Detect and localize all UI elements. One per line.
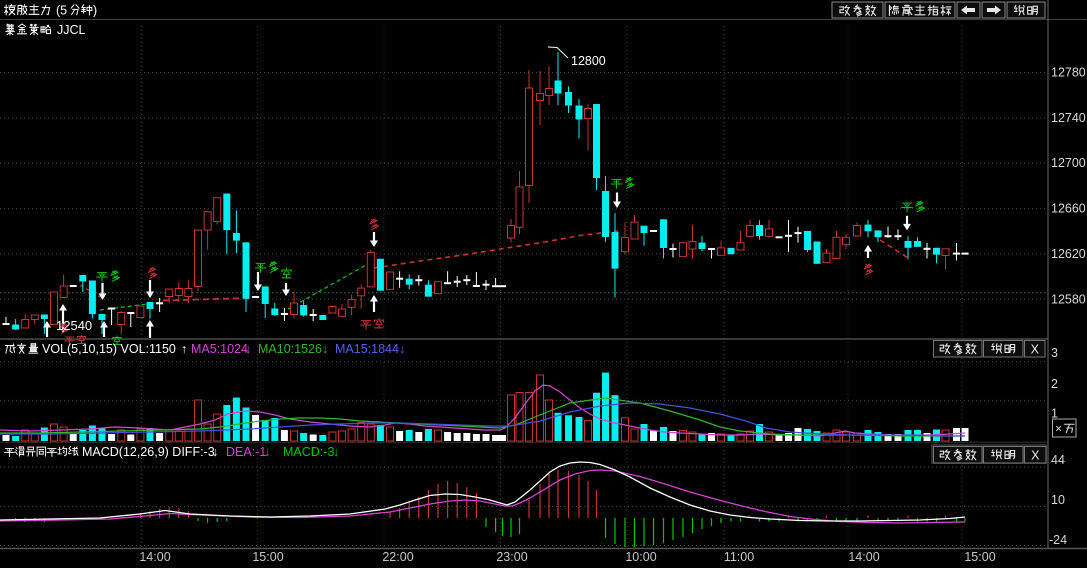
svg-text:X: X	[1031, 342, 1040, 356]
svg-text:22:00: 22:00	[382, 550, 413, 564]
svg-text:14:00: 14:00	[848, 550, 879, 564]
svg-text:12660: 12660	[1051, 202, 1086, 216]
svg-text:14:00: 14:00	[139, 550, 170, 564]
svg-text:X: X	[1031, 448, 1040, 462]
svg-text:VOL(5,10,15) VOL:1150: VOL(5,10,15) VOL:1150	[42, 342, 176, 356]
svg-text:12800: 12800	[571, 54, 606, 68]
svg-text:MA10:1526: MA10:1526	[258, 342, 322, 356]
svg-text:↑: ↑	[181, 342, 187, 356]
svg-text:2: 2	[1051, 377, 1058, 391]
svg-text:×: ×	[1055, 422, 1062, 436]
svg-text:1: 1	[1051, 407, 1058, 421]
svg-text:12540: 12540	[56, 318, 92, 333]
svg-text:10:00: 10:00	[625, 550, 656, 564]
svg-text:23:00: 23:00	[496, 550, 527, 564]
svg-text:↓: ↓	[333, 445, 339, 459]
svg-text:↓: ↓	[212, 445, 218, 459]
svg-text:(5: (5	[56, 4, 67, 18]
svg-text:MA5:1024: MA5:1024	[191, 342, 248, 356]
svg-text:12780: 12780	[1051, 66, 1086, 80]
svg-text:12700: 12700	[1051, 156, 1086, 170]
svg-text:44: 44	[1051, 453, 1065, 467]
svg-text:12620: 12620	[1051, 247, 1086, 261]
svg-text:↓: ↓	[399, 342, 405, 356]
svg-text:11:00: 11:00	[724, 550, 754, 564]
svg-text:DEA:-1: DEA:-1	[226, 445, 266, 459]
svg-text:↓: ↓	[245, 342, 251, 356]
svg-text:JJCL: JJCL	[57, 23, 86, 37]
svg-text:MACD:-3: MACD:-3	[283, 445, 334, 459]
svg-text:3: 3	[1051, 346, 1058, 360]
svg-text:MACD(12,26,9) DIFF:-3: MACD(12,26,9) DIFF:-3	[82, 445, 215, 459]
svg-text:15:00: 15:00	[964, 550, 995, 564]
svg-text:↓: ↓	[264, 445, 270, 459]
svg-text:12740: 12740	[1051, 111, 1086, 125]
svg-text:12580: 12580	[1051, 292, 1086, 306]
svg-text:MA15:1844: MA15:1844	[335, 342, 399, 356]
svg-text:↓: ↓	[322, 342, 328, 356]
svg-text:): )	[93, 4, 97, 18]
svg-text:15:00: 15:00	[252, 550, 283, 564]
svg-text:-24: -24	[1049, 533, 1067, 547]
svg-text:10: 10	[1051, 493, 1065, 507]
